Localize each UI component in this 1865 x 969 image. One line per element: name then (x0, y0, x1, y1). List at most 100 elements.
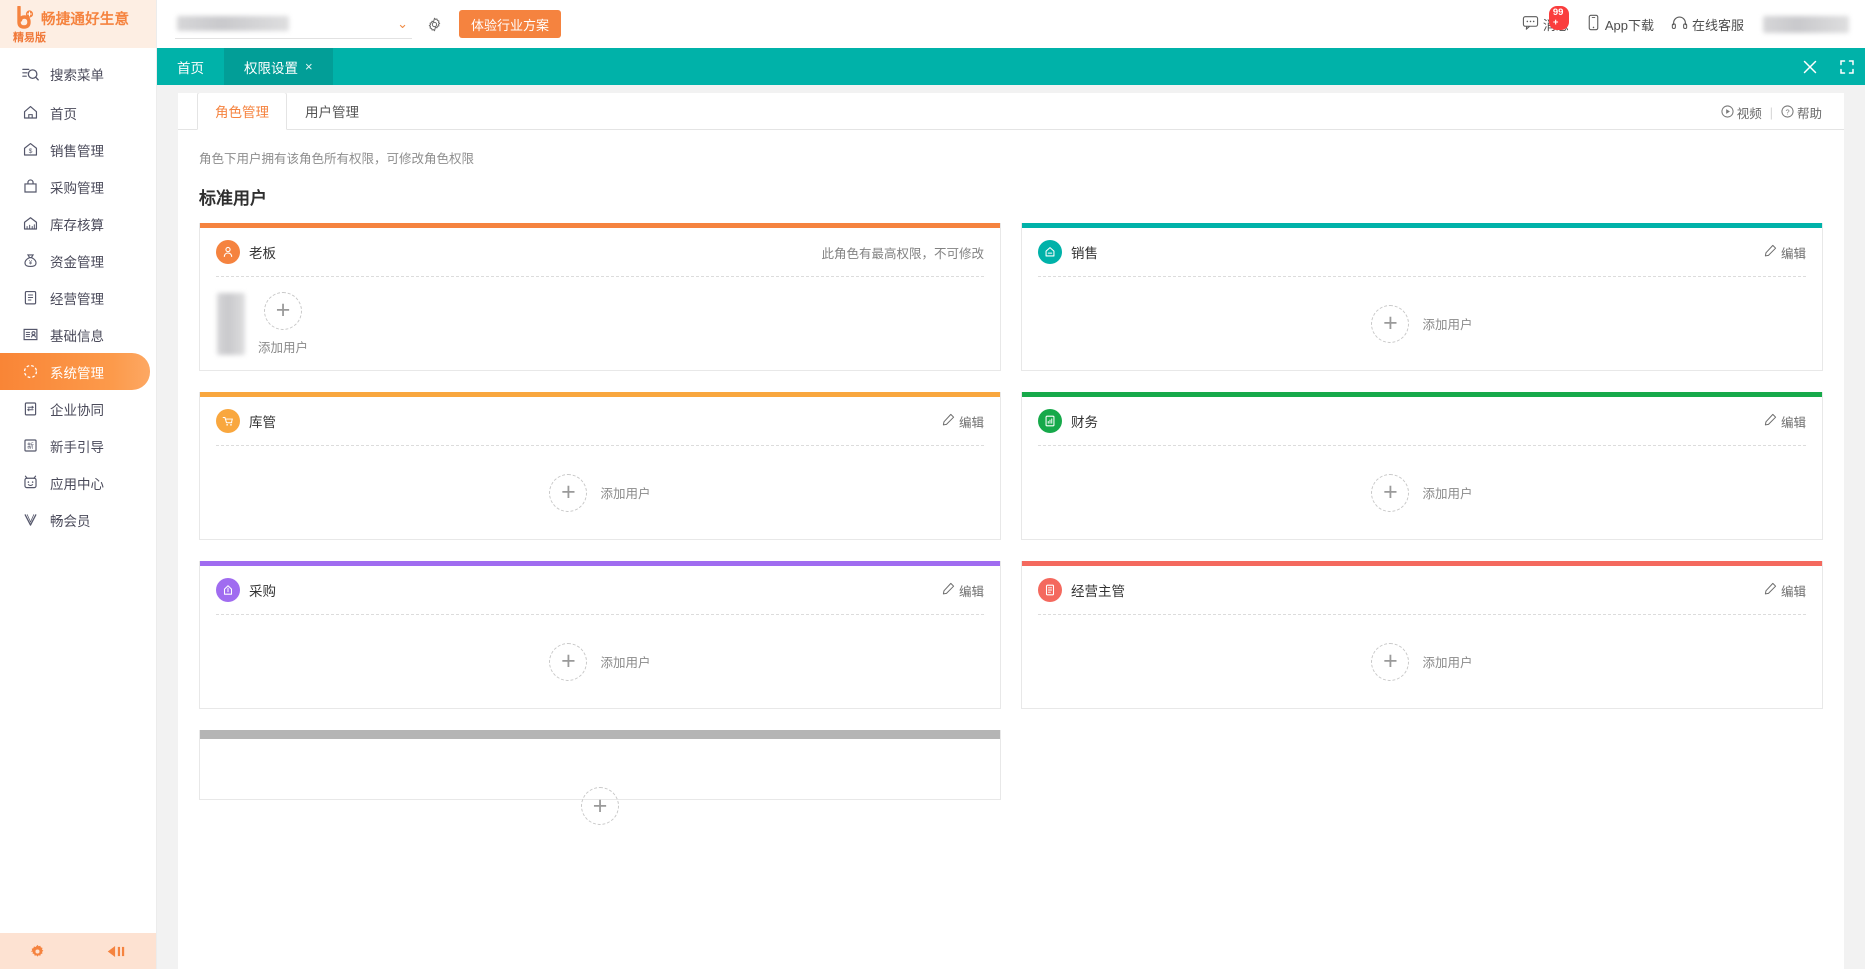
add-user-label: 添加用户 (600, 487, 651, 501)
edit-role-button[interactable]: 编辑 (942, 412, 984, 431)
role-note: 此角色有最高权限，不可修改 (821, 246, 984, 261)
brand-logo[interactable]: 畅捷通好生意 精易版 (0, 0, 156, 48)
card-header: 老板 此角色有最高权限，不可修改 (200, 228, 1000, 276)
add-user-button[interactable]: + (1371, 642, 1410, 681)
sidebar-item-system[interactable]: 系统管理 (0, 353, 150, 390)
add-user-label: 添加用户 (600, 656, 651, 670)
card-accent-bar (1022, 223, 1822, 228)
add-user-button[interactable]: + (549, 642, 588, 681)
card-actions: 编辑 (942, 581, 984, 600)
warehouse-role-icon (216, 409, 240, 433)
role-card-warehouse: 库管 编辑 (199, 392, 1001, 540)
sidebar-item-home[interactable]: 首页 (0, 94, 156, 131)
brand-edition: 精易版 (13, 32, 46, 44)
sidebar-menu: 搜索菜单 首页 $ 销售管理 采购管理 (0, 48, 156, 538)
sidebar-item-purchase[interactable]: 采购管理 (0, 168, 156, 205)
add-user-button[interactable]: + (581, 787, 619, 825)
sidebar-item-basic-info[interactable]: 基础信息 (0, 316, 156, 353)
card-header: 经营主管 编辑 (1022, 566, 1822, 614)
edit-role-button[interactable]: 编辑 (942, 581, 984, 600)
tab-user-management[interactable]: 用户管理 (305, 105, 359, 120)
headset-icon (1671, 15, 1688, 34)
app-download-button[interactable]: App下载 (1586, 14, 1654, 34)
add-user-button[interactable]: + (1371, 304, 1410, 343)
role-card-partial: + (199, 730, 1001, 825)
add-user-control[interactable]: + 添加用户 (258, 291, 308, 356)
card-body: + (200, 739, 1000, 825)
gear-icon[interactable] (29, 943, 46, 960)
role-card-sales: 销售 编辑 (1021, 223, 1823, 371)
panel-hint: 角色下用户拥有该角色所有权限，可修改角色权限 (199, 152, 475, 166)
main-area: ⌄ 体验行业方案 消息 99 + App下载 (157, 0, 1865, 969)
edit-role-button[interactable]: 编辑 (1764, 243, 1806, 262)
add-user-button[interactable]: + (549, 473, 588, 512)
svg-text:¥: ¥ (29, 260, 33, 266)
card-header: 库管 编辑 (200, 397, 1000, 445)
sidebar-item-collaboration[interactable]: 企业协同 (0, 390, 156, 427)
sidebar-item-guide[interactable]: 新 新手引导 (0, 427, 156, 464)
edit-label: 编辑 (1780, 415, 1806, 430)
sidebar-item-label: 采购管理 (50, 180, 104, 196)
purchase-icon (22, 178, 39, 195)
close-all-tabs-icon[interactable] (1791, 48, 1828, 85)
app-download-label: App下载 (1604, 17, 1654, 33)
edit-icon (942, 413, 955, 429)
sidebar: 畅捷通好生意 精易版 搜索菜单 首页 $ 销售管理 (0, 0, 157, 969)
card-header: 销售 编辑 (1022, 228, 1822, 276)
basic-info-icon (22, 326, 39, 343)
sidebar-item-label: 系统管理 (50, 365, 104, 381)
add-user-button[interactable]: + (264, 291, 302, 330)
sidebar-item-vip[interactable]: 畅会员 (0, 501, 156, 538)
video-link[interactable]: 视频 (1721, 103, 1762, 122)
edit-icon (1764, 582, 1777, 598)
sidebar-item-sales[interactable]: $ 销售管理 (0, 131, 156, 168)
collaboration-icon (22, 400, 39, 417)
tab-permission-settings[interactable]: 权限设置 × (224, 48, 333, 85)
edit-role-button[interactable]: 编辑 (1764, 412, 1806, 431)
role-card-finance: 财务 编辑 (1021, 392, 1823, 540)
card-actions: 编辑 (1764, 581, 1806, 600)
permission-panel: 角色管理 用户管理 视频 | ? (178, 93, 1844, 969)
sidebar-item-inventory[interactable]: 库存核算 (0, 205, 156, 242)
role-name: 财务 (1071, 415, 1098, 430)
edit-label: 编辑 (1780, 246, 1806, 261)
fullscreen-icon[interactable] (1828, 48, 1865, 85)
card-body: + 添加用户 (200, 277, 1000, 370)
card-actions: 编辑 (942, 412, 984, 431)
brand-name: 畅捷通好生意 (41, 11, 130, 28)
mobile-icon (1586, 14, 1601, 34)
close-icon[interactable]: × (305, 59, 313, 74)
org-selector[interactable]: ⌄ (175, 9, 412, 39)
sidebar-item-operation[interactable]: 经营管理 (0, 279, 156, 316)
sidebar-item-app-center[interactable]: 应用中心 (0, 464, 156, 501)
operation-icon (22, 289, 39, 306)
sidebar-item-label: 搜索菜单 (50, 68, 104, 83)
sidebar-item-fund[interactable]: ¥ 资金管理 (0, 242, 156, 279)
vip-icon (22, 511, 39, 528)
fund-icon: ¥ (22, 252, 39, 269)
add-user-button[interactable]: + (1371, 473, 1410, 512)
user-avatar[interactable] (1763, 15, 1849, 33)
role-name: 库管 (249, 415, 276, 430)
sidebar-item-search[interactable]: 搜索菜单 (0, 54, 156, 94)
card-actions: 编辑 (1764, 412, 1806, 431)
sidebar-item-label: 资金管理 (50, 254, 104, 270)
card-body: + 添加用户 (1022, 277, 1822, 370)
online-service-button[interactable]: 在线客服 (1671, 15, 1744, 34)
gear-icon[interactable] (426, 16, 443, 33)
card-header: 财务 编辑 (1022, 397, 1822, 445)
sidebar-item-label: 畅会员 (50, 513, 91, 529)
messages-button[interactable]: 消息 99 + (1522, 5, 1569, 34)
add-user-label: 添加用户 (1422, 318, 1473, 332)
tab-home[interactable]: 首页 (157, 48, 224, 85)
edit-role-button[interactable]: 编辑 (1764, 581, 1806, 600)
assigned-user-avatar[interactable] (217, 292, 245, 355)
tab-role-management[interactable]: 角色管理 (197, 93, 287, 130)
guide-icon: 新 (22, 437, 39, 454)
experience-solution-button[interactable]: 体验行业方案 (459, 10, 562, 38)
person-role-icon (216, 240, 240, 264)
collapse-sidebar-icon[interactable] (105, 944, 127, 959)
card-body: + 添加用户 (1022, 615, 1822, 708)
help-link[interactable]: ? 帮助 (1781, 103, 1822, 122)
